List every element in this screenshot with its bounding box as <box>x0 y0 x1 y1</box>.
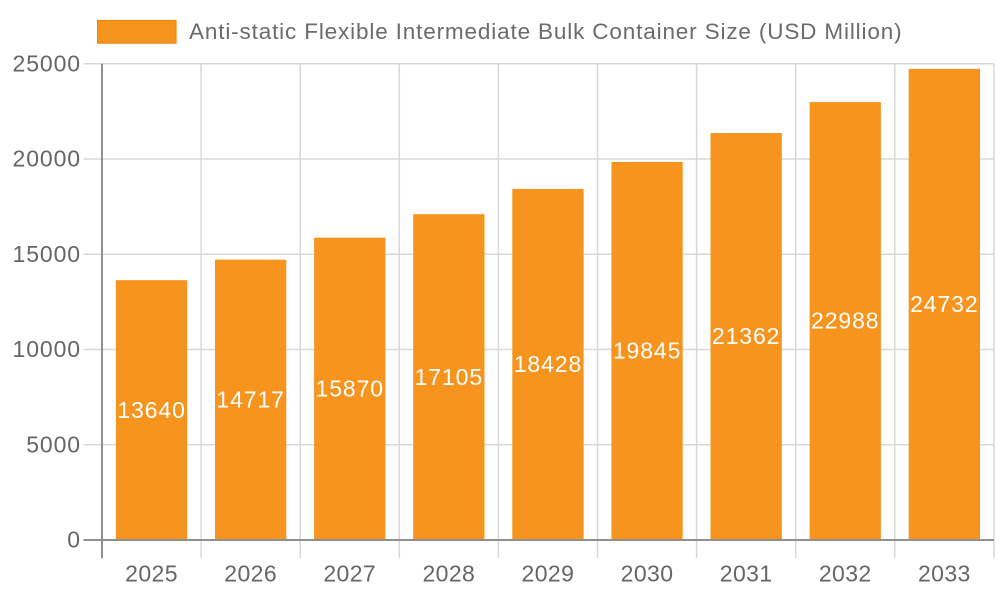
svg-text:18428: 18428 <box>514 351 582 377</box>
svg-text:21362: 21362 <box>712 323 780 349</box>
svg-text:2027: 2027 <box>323 561 376 587</box>
svg-text:15870: 15870 <box>316 376 384 402</box>
svg-text:2029: 2029 <box>522 561 575 587</box>
svg-text:20000: 20000 <box>13 146 81 172</box>
svg-text:10000: 10000 <box>13 336 81 362</box>
svg-text:2026: 2026 <box>224 561 277 587</box>
svg-text:Anti-static Flexible Intermedi: Anti-static Flexible Intermediate Bulk C… <box>189 19 902 44</box>
svg-text:24732: 24732 <box>910 291 978 317</box>
svg-text:25000: 25000 <box>13 50 81 76</box>
svg-text:15000: 15000 <box>13 241 81 267</box>
svg-text:2028: 2028 <box>422 561 475 587</box>
svg-text:19845: 19845 <box>613 338 681 364</box>
svg-text:2031: 2031 <box>720 561 773 587</box>
svg-text:5000: 5000 <box>26 431 81 457</box>
svg-text:14717: 14717 <box>216 387 284 413</box>
svg-text:2032: 2032 <box>819 561 872 587</box>
svg-text:2030: 2030 <box>621 561 674 587</box>
svg-text:22988: 22988 <box>811 308 879 334</box>
svg-text:13640: 13640 <box>117 397 185 423</box>
svg-text:0: 0 <box>67 527 81 553</box>
svg-text:17105: 17105 <box>415 364 483 390</box>
svg-text:2033: 2033 <box>918 561 971 587</box>
svg-text:2025: 2025 <box>125 561 178 587</box>
